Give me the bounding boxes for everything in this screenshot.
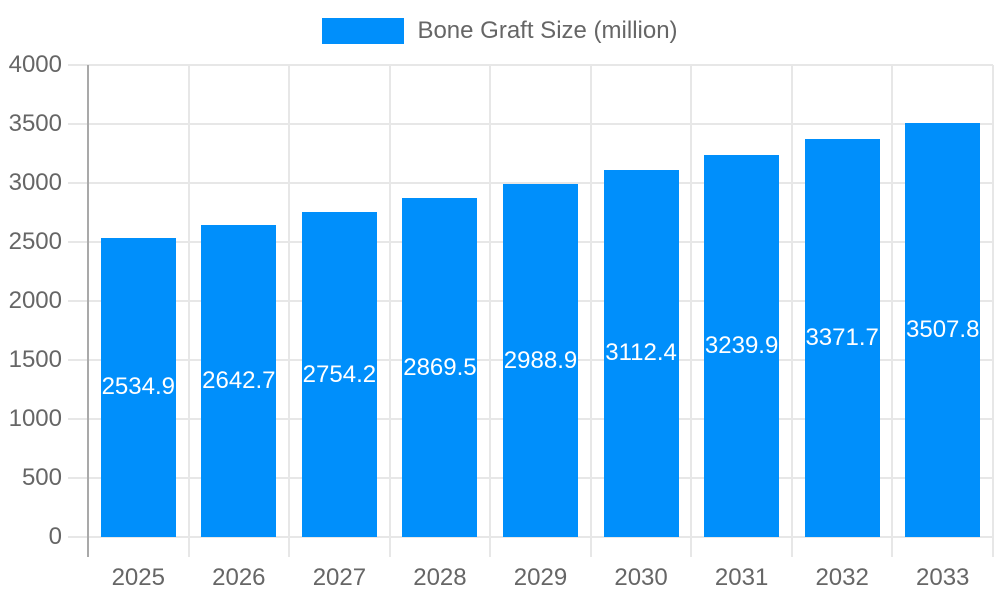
bar-2027[interactable] — [301, 212, 377, 537]
x-axis-tick — [992, 537, 994, 557]
x-axis-tick — [388, 537, 391, 557]
y-gridline — [88, 536, 993, 538]
x-gridline — [891, 65, 894, 537]
y-axis-tick-label: 1500 — [8, 346, 62, 373]
y-axis-tick — [68, 359, 88, 361]
bar-value-label: 3239.9 — [704, 331, 779, 359]
y-axis-tick — [68, 241, 88, 243]
x-axis-tick — [790, 537, 793, 557]
y-gridline — [88, 182, 993, 184]
x-axis-tick-label: 2032 — [815, 564, 869, 591]
y-axis-tick-label: 0 — [48, 523, 62, 550]
x-gridline — [589, 65, 592, 537]
x-gridline — [388, 65, 391, 537]
y-axis-tick — [68, 536, 88, 538]
x-gridline — [489, 65, 492, 537]
y-axis-tick — [68, 182, 88, 184]
bar-value-label: 2642.7 — [202, 367, 276, 395]
x-axis-tick-label: 2025 — [111, 564, 165, 591]
legend-label: Bone Graft Size (million) — [417, 17, 678, 44]
y-axis-tick-label: 2000 — [8, 287, 62, 314]
bar-value-label: 2869.5 — [403, 353, 477, 381]
bar-value-label: 2534.9 — [101, 373, 175, 401]
bar-2033[interactable] — [905, 123, 981, 537]
legend[interactable]: Bone Graft Size (million) — [0, 14, 1000, 48]
y-axis-tick-label: 3000 — [8, 169, 62, 196]
y-axis-tick — [68, 300, 88, 302]
x-axis-tick — [891, 537, 894, 557]
bar-2029[interactable] — [503, 184, 578, 537]
y-axis-tick-label: 4000 — [8, 51, 62, 78]
x-axis-tick-label: 2026 — [212, 564, 266, 591]
bar-2028[interactable] — [402, 198, 478, 537]
x-axis-tick-label: 2029 — [513, 564, 568, 591]
y-axis-tick-label: 2500 — [8, 228, 62, 255]
bar-value-label: 2988.9 — [503, 346, 578, 374]
x-gridline — [790, 65, 793, 537]
bar-2032[interactable] — [804, 139, 880, 537]
x-axis-tick — [288, 537, 291, 557]
x-gridline — [690, 65, 693, 537]
x-axis-tick-label: 2028 — [413, 564, 467, 591]
x-gridline — [992, 65, 994, 537]
legend-marker — [322, 18, 405, 44]
x-axis-tick — [690, 537, 693, 557]
x-gridline — [288, 65, 291, 537]
y-axis-line — [87, 65, 89, 557]
y-axis-tick-label: 500 — [21, 464, 62, 491]
y-axis-tick — [68, 123, 88, 125]
x-axis-tick — [489, 537, 492, 557]
bar-2030[interactable] — [603, 169, 679, 537]
bar-value-label: 3371.7 — [805, 324, 879, 352]
bar-value-label: 3112.4 — [605, 339, 677, 367]
y-gridline — [88, 123, 993, 125]
bar-2025[interactable] — [100, 237, 176, 537]
x-axis-tick — [187, 537, 190, 557]
x-axis-tick-label: 2031 — [714, 564, 769, 591]
x-axis-tick-label: 2030 — [614, 564, 668, 591]
y-gridline — [88, 64, 993, 66]
x-axis-tick-label: 2027 — [312, 564, 367, 591]
x-gridline — [187, 65, 190, 537]
y-axis-tick-label: 3500 — [8, 110, 62, 137]
bar-2031[interactable] — [704, 154, 780, 537]
bar-value-label: 3507.8 — [906, 316, 980, 344]
bar-value-label: 2754.2 — [302, 360, 377, 388]
y-axis-tick — [68, 477, 88, 479]
bar-2026[interactable] — [201, 225, 277, 537]
y-axis-tick-label: 1000 — [8, 405, 62, 432]
x-axis-tick — [589, 537, 592, 557]
x-axis-tick-label: 2033 — [916, 564, 970, 591]
y-axis-tick — [68, 418, 88, 420]
y-axis-tick — [68, 64, 88, 66]
